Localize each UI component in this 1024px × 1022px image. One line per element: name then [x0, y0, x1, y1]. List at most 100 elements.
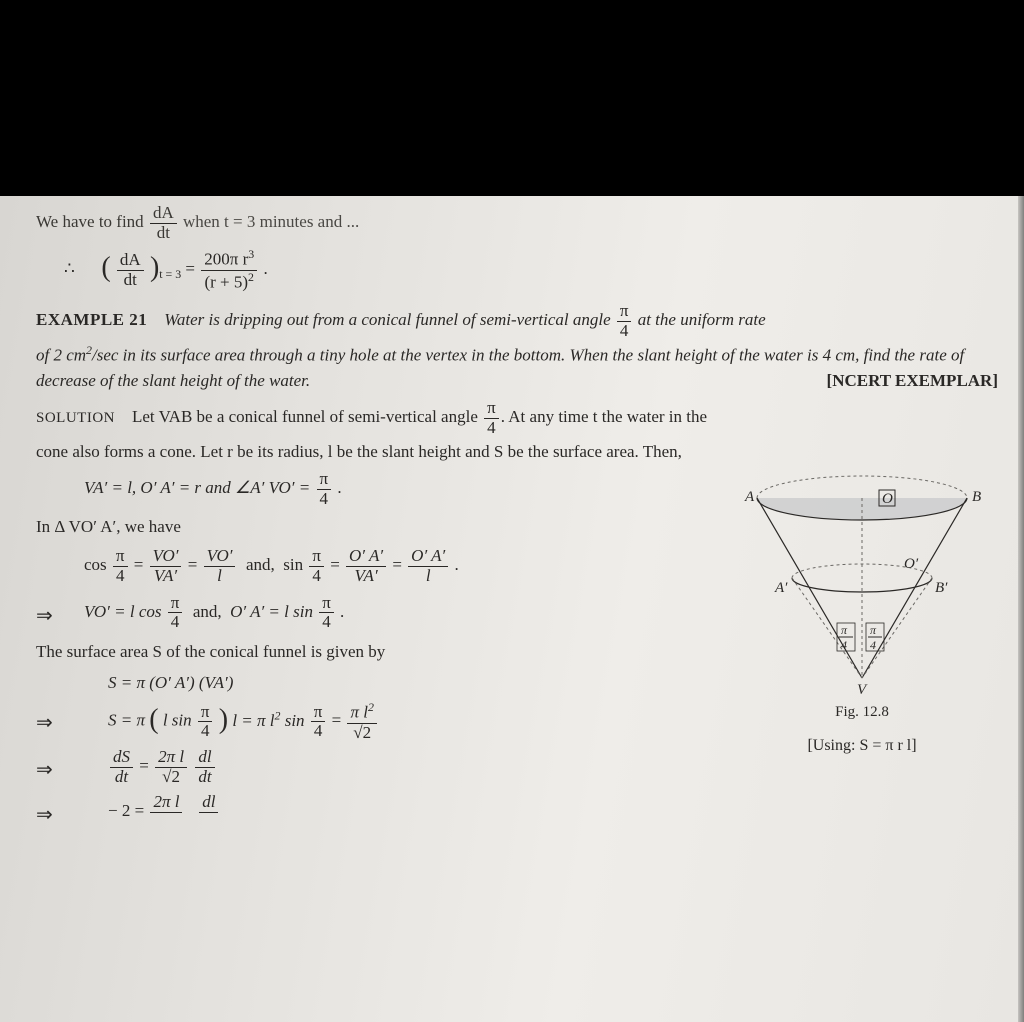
den: 4: [617, 322, 632, 341]
body: VO′ = l cos π 4 and, O′ A′ = l sin π 4 .: [84, 594, 344, 632]
num: dA: [117, 251, 144, 271]
paren-r: ): [219, 704, 228, 735]
example-para: EXAMPLE 21 Water is dripping out from a …: [36, 302, 998, 340]
cone-figure: O π 4 π 4 A B O′ A′ B′ V: [737, 468, 987, 698]
t: l = π l: [232, 711, 274, 730]
dSdt: dS dt: [110, 748, 133, 786]
dldt-b: dl: [199, 793, 218, 831]
and: and,: [246, 556, 275, 575]
sup: 3: [248, 247, 254, 261]
den: 4: [311, 722, 326, 741]
t: VO′ = l cos: [84, 602, 161, 621]
f1: VO′ VA′: [150, 547, 182, 585]
den: l: [204, 567, 236, 586]
pi4-c: π 4: [317, 470, 332, 508]
top-blackbar: [0, 0, 1024, 196]
sub-t3: t = 3: [159, 268, 181, 282]
pi4-g: π 4: [319, 594, 334, 632]
num: 200π r3: [201, 248, 257, 270]
num: π: [168, 594, 183, 614]
ncert-tag: [NCERT EXEMPLAR]: [827, 369, 998, 394]
den: [199, 813, 218, 832]
num: π: [113, 547, 128, 567]
equals: =: [185, 259, 199, 278]
implies-arrow: ⇒: [36, 793, 84, 830]
num: 2π l: [155, 748, 187, 768]
2pil-b: 2π l: [150, 793, 182, 831]
lbl-Ap: A′: [774, 580, 788, 596]
den: 4: [309, 567, 324, 586]
pi4-d: π 4: [113, 547, 128, 585]
paren-r: ): [150, 252, 159, 283]
period: .: [263, 259, 267, 278]
num: π: [311, 703, 326, 723]
num: π: [484, 399, 499, 419]
num: π l2: [347, 701, 376, 723]
lbl-Op: O′: [904, 556, 919, 572]
sup: 2: [368, 700, 374, 714]
den: 4: [113, 567, 128, 586]
period: .: [454, 556, 458, 575]
den: VA′: [346, 567, 386, 586]
den: 4: [317, 490, 332, 509]
paren-l: (: [149, 704, 158, 735]
example-label: EXAMPLE 21: [36, 310, 147, 329]
implies-arrow: ⇒: [36, 748, 84, 785]
pi4-b: π 4: [484, 399, 499, 437]
period: .: [340, 602, 344, 621]
ex-t1: Water is dripping out from a conical fun…: [164, 310, 610, 329]
find-text: We have to find: [36, 212, 144, 231]
t2: O′ A′ = l sin: [230, 602, 313, 621]
and: and,: [193, 602, 222, 621]
lbl-A: A: [744, 489, 755, 505]
svg-text:π: π: [870, 623, 877, 637]
f2: VO′ l: [204, 547, 236, 585]
den: dt: [117, 271, 144, 290]
period: .: [333, 478, 342, 497]
f4: O′ A′ l: [408, 547, 448, 585]
t: (r + 5): [204, 272, 248, 291]
mid: l = π l2 sin: [232, 711, 304, 730]
solution-label: SOLUTION: [36, 410, 115, 426]
therefore-symbol: ∴: [64, 259, 75, 278]
minus2-line: ⇒ − 2 = 2π l dl: [36, 793, 998, 831]
den: √2: [347, 724, 376, 743]
num: π: [309, 547, 324, 567]
pi4-e: π 4: [309, 547, 324, 585]
fig-caption: Fig. 12.8: [732, 702, 992, 724]
example-para-2: of 2 cm2/sec in its surface area through…: [36, 342, 998, 393]
eq-line-1: ∴ ( dA dt )t = 3 = 200π r3 (r + 5)2 .: [64, 248, 998, 292]
pi4-f: π 4: [168, 594, 183, 632]
using-note: [Using: S = π r l]: [732, 734, 992, 757]
sin: sin: [283, 556, 303, 575]
2pil: 2π l √2: [155, 748, 187, 786]
pi4: π 4: [617, 302, 632, 340]
num: π: [617, 302, 632, 322]
svg-text:π: π: [841, 623, 848, 637]
lbl-Bp: B′: [935, 580, 948, 596]
dA-dt: dA dt: [117, 251, 144, 289]
rhs: π l2 √2: [347, 701, 376, 742]
S-eq2-line: ⇒ S = π ( l sin π 4 ) l = π l2 sin π 4 =…: [36, 701, 722, 742]
book-page: We have to find dA dt when t = 3 minutes…: [0, 196, 1024, 1022]
body: dS dt = 2π l √2 dl dt: [84, 748, 217, 786]
find-line: We have to find dA dt when t = 3 minutes…: [36, 204, 998, 242]
num: dS: [110, 748, 133, 768]
ex-t3: of 2 cm: [36, 346, 86, 365]
den: 4: [484, 419, 499, 438]
sol-t2: . At any time t the water in the: [501, 407, 707, 426]
dldt: dl dt: [195, 748, 214, 786]
t2: sin: [280, 711, 304, 730]
ex-t4: /sec in its surface area through a tiny …: [36, 346, 964, 390]
t: 200π r: [204, 250, 248, 269]
svg-text:4: 4: [870, 638, 876, 652]
den: 4: [319, 613, 334, 632]
figure-block: O π 4 π 4 A B O′ A′ B′ V Fig. 12.8 [Usin…: [732, 468, 992, 757]
when-text: when t = 3 minutes and ...: [183, 212, 359, 231]
angle-right: π 4: [866, 623, 884, 652]
rhs-frac: 200π r3 (r + 5)2: [201, 248, 257, 292]
t: π l: [350, 703, 368, 722]
pre: S = π: [108, 711, 145, 730]
num: 2π l: [150, 793, 182, 813]
lbl-O: O: [882, 491, 893, 507]
